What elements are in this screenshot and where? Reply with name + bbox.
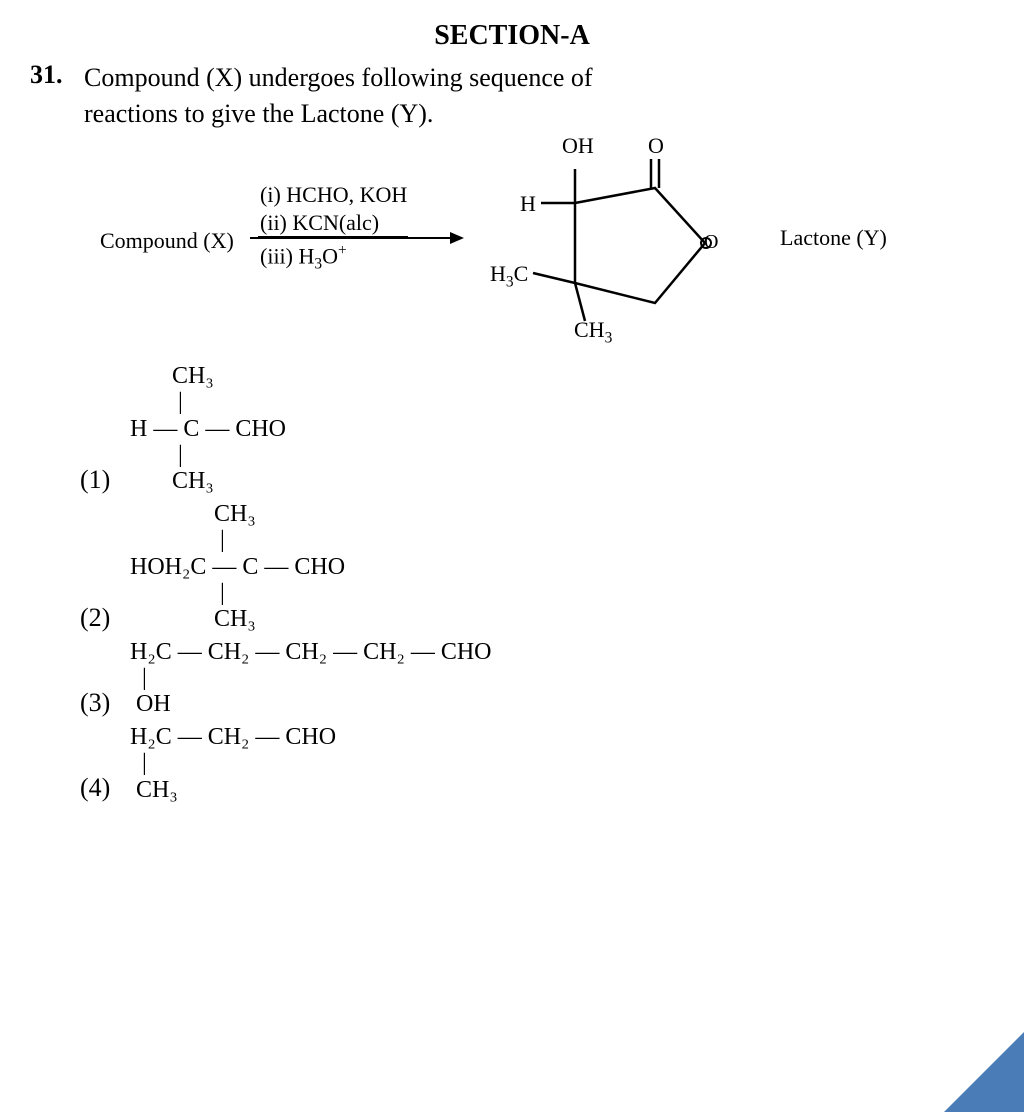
option-3-structure: H₂C — CH₂ — CH₂ — CH₂ — CHO | OH bbox=[130, 639, 492, 718]
option-1-num: (1) bbox=[80, 465, 130, 495]
option-1: (1) CH₃ | H — C — CHO | CH₃ bbox=[80, 363, 1014, 495]
ch3-label: CH3 bbox=[574, 317, 612, 347]
lactone-ring bbox=[485, 143, 765, 343]
option-4: (4) H₂C — CH₂ — CHO | CH₃ bbox=[80, 724, 1014, 803]
option-2-structure: CH₃ | HOH₂C — C — CHO | CH₃ bbox=[130, 501, 345, 633]
corner-accent bbox=[944, 1032, 1024, 1112]
q-line2: reactions to give the Lactone (Y). bbox=[84, 99, 433, 128]
arrow-icon bbox=[250, 228, 470, 248]
carbonyl-o-label: O bbox=[648, 133, 664, 159]
option-4-num: (4) bbox=[80, 773, 130, 803]
option-2: (2) CH₃ | HOH₂C — C — CHO | CH₃ bbox=[80, 501, 1014, 633]
option-4-structure: H₂C — CH₂ — CHO | CH₃ bbox=[130, 724, 336, 803]
question-text: Compound (X) undergoes following sequenc… bbox=[84, 60, 593, 133]
reagent-1: (i) HCHO, KOH bbox=[260, 181, 407, 210]
option-3-num: (3) bbox=[80, 688, 130, 718]
question-row: 31. Compound (X) undergoes following seq… bbox=[10, 60, 1014, 133]
question-number: 31. bbox=[30, 60, 74, 90]
oh-label: OH bbox=[562, 133, 594, 159]
h3c-label: H3C bbox=[490, 261, 528, 291]
option-3: (3) H₂C — CH₂ — CH₂ — CH₂ — CHO | OH bbox=[80, 639, 1014, 718]
q-line1: Compound (X) undergoes following sequenc… bbox=[84, 63, 593, 92]
section-title: SECTION-A bbox=[10, 20, 1014, 52]
lactone-y-label: Lactone (Y) bbox=[780, 225, 887, 251]
option-1-structure: CH₃ | H — C — CHO | CH₃ bbox=[130, 363, 286, 495]
ring-o-icon bbox=[698, 235, 714, 251]
compound-x-label: Compound (X) bbox=[100, 228, 234, 254]
option-2-num: (2) bbox=[80, 603, 130, 633]
reaction-scheme: Compound (X) (i) HCHO, KOH (ii) KCN(alc)… bbox=[40, 133, 1014, 353]
h-label: H bbox=[520, 191, 536, 217]
